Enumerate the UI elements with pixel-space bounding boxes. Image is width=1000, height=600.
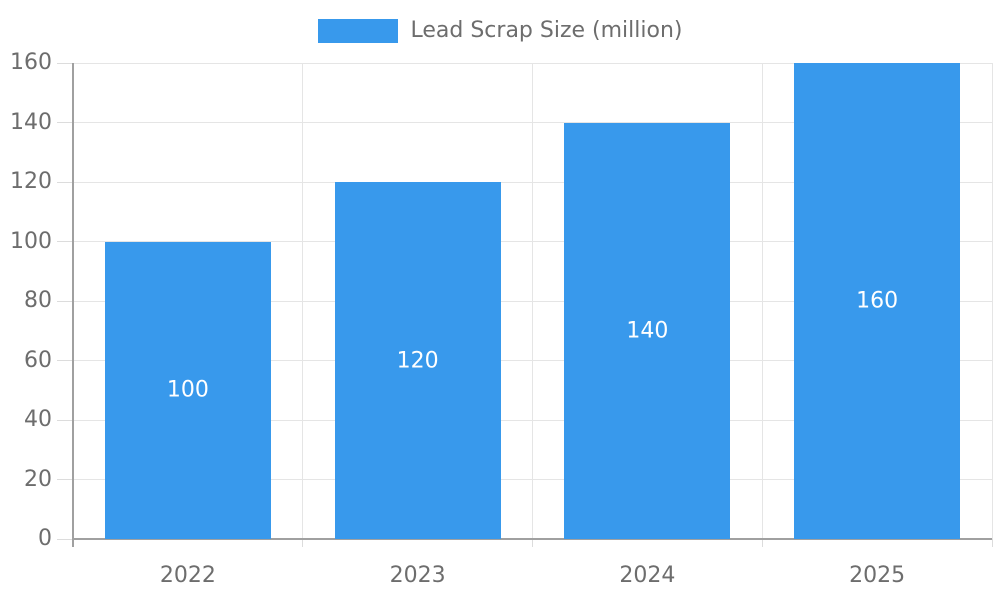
legend-swatch xyxy=(317,19,398,43)
x-gridline xyxy=(302,63,304,539)
x-tick-mark xyxy=(761,539,763,547)
y-axis-tick-label: 20 xyxy=(24,466,52,492)
y-tick-mark xyxy=(57,62,73,64)
bar-value-label: 120 xyxy=(396,348,439,373)
x-tick-mark xyxy=(991,539,993,547)
bar-2023[interactable]: 120 xyxy=(334,182,501,539)
x-gridline xyxy=(532,63,533,539)
x-tick-mark xyxy=(532,539,533,547)
bar-2024[interactable]: 140 xyxy=(564,122,731,539)
x-axis-tick-label: 2024 xyxy=(619,563,676,588)
x-axis-tick-label: 2022 xyxy=(159,563,216,588)
y-tick-mark xyxy=(57,360,73,361)
y-axis-tick-label: 60 xyxy=(24,347,52,373)
y-axis-tick-label: 100 xyxy=(10,228,52,254)
y-axis-tick-label: 80 xyxy=(24,288,52,313)
x-axis-line xyxy=(73,538,992,540)
x-axis-tick-label: 2023 xyxy=(389,563,446,588)
bar-2022[interactable]: 100 xyxy=(104,241,271,539)
y-tick-mark xyxy=(57,419,73,421)
bar-value-label: 100 xyxy=(166,377,209,403)
x-gridline xyxy=(761,63,763,539)
y-tick-mark xyxy=(57,122,73,123)
y-axis-tick-label: 40 xyxy=(24,407,52,432)
y-axis-tick-label: 120 xyxy=(10,169,52,194)
x-axis-tick-label: 2025 xyxy=(849,563,906,588)
y-tick-mark xyxy=(57,479,73,480)
x-gridline xyxy=(991,63,993,539)
bar-value-label: 160 xyxy=(856,288,899,314)
y-tick-mark xyxy=(57,300,73,302)
y-tick-mark xyxy=(57,181,73,183)
y-axis-tick-label: 140 xyxy=(10,109,52,135)
y-tick-mark xyxy=(57,538,73,540)
bar-value-label: 140 xyxy=(626,318,669,344)
legend-item[interactable]: Lead Scrap Size (million) xyxy=(0,18,1000,44)
legend-label: Lead Scrap Size (million) xyxy=(410,18,683,43)
y-axis-tick-label: 0 xyxy=(38,526,52,551)
y-axis-line xyxy=(72,63,74,547)
x-tick-mark xyxy=(302,539,304,547)
bar-2025[interactable]: 160 xyxy=(794,63,961,539)
y-tick-mark xyxy=(57,241,73,242)
y-axis-tick-label: 160 xyxy=(10,50,52,75)
